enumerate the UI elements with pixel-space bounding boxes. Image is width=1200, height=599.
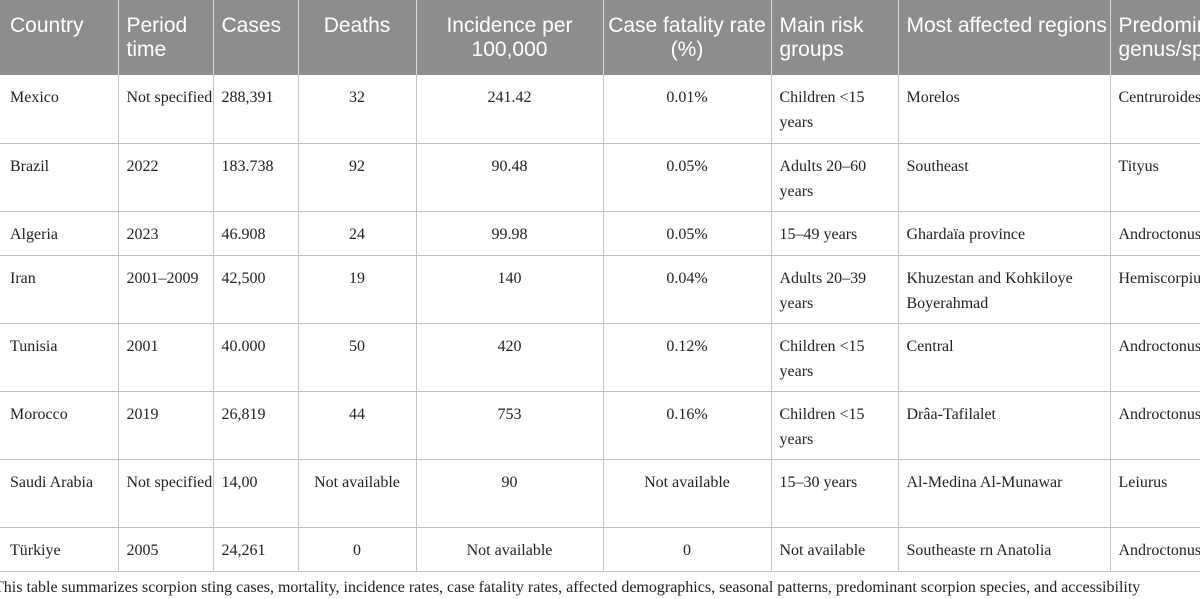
cell-fatality: 0.01% — [603, 75, 772, 144]
cell-deaths: 0 — [298, 527, 417, 572]
cell-genus: Androctonus — [1110, 527, 1200, 572]
cell-incidence: 99.98 — [416, 211, 604, 256]
table-row: Iran 2001–2009 42,500 19 140 0.04% Adult… — [0, 255, 1200, 324]
cell-genus: Androctonus — [1110, 391, 1200, 460]
table-caption: This table summarizes scorpion sting cas… — [0, 579, 1141, 596]
cell-risk-group: Children <15 years — [771, 75, 899, 144]
cell-cases: 40.000 — [213, 323, 299, 392]
cell-country: Morocco — [0, 391, 119, 460]
table-row: Saudi Arabia Not specified 14,00 Not ava… — [0, 459, 1200, 528]
cell-country: Mexico — [0, 75, 119, 144]
cell-period: Not specified — [118, 75, 214, 144]
cell-risk-group: 15–49 years — [771, 211, 899, 256]
cell-fatality: 0 — [603, 527, 772, 572]
table-row: Brazil 2022 183.738 92 90.48 0.05% Adult… — [0, 143, 1200, 212]
cell-country: Türkiye — [0, 527, 119, 572]
cell-period: Not specified — [118, 459, 214, 528]
cell-risk-group: Adults 20–39 years — [771, 255, 899, 324]
cell-genus: Tityus — [1110, 143, 1200, 212]
cell-deaths: 32 — [298, 75, 417, 144]
cell-region: Ghardaïa province — [898, 211, 1111, 256]
cell-region: Khuzestan and Kohkiloye Boyerahmad — [898, 255, 1111, 324]
cell-cases: 14,00 — [213, 459, 299, 528]
cell-period: 2022 — [118, 143, 214, 212]
cell-period: 2023 — [118, 211, 214, 256]
table-header-row: Country Period time Cases Deaths Inciden… — [0, 0, 1200, 75]
cell-period: 2005 — [118, 527, 214, 572]
cell-incidence: 753 — [416, 391, 604, 460]
cell-cases: 183.738 — [213, 143, 299, 212]
cell-region: Southeaste rn Anatolia — [898, 527, 1111, 572]
cell-cases: 288,391 — [213, 75, 299, 144]
table-row: Morocco 2019 26,819 44 753 0.16% Childre… — [0, 391, 1200, 460]
cell-deaths: 44 — [298, 391, 417, 460]
cell-risk-group: 15–30 years — [771, 459, 899, 528]
header-case-fatality-rate: Case fatality rate (%) — [603, 0, 772, 75]
cell-fatality: 0.05% — [603, 143, 772, 212]
cell-cases: 42,500 — [213, 255, 299, 324]
cell-genus: Androctonus — [1110, 323, 1200, 392]
cell-country: Iran — [0, 255, 119, 324]
header-country: Country — [0, 0, 119, 75]
cell-fatality: 0.05% — [603, 211, 772, 256]
cell-deaths: 92 — [298, 143, 417, 212]
cell-fatality: Not available — [603, 459, 772, 528]
cell-genus: Centruroides — [1110, 75, 1200, 144]
cell-region: Southeast — [898, 143, 1111, 212]
cell-country: Saudi Arabia — [0, 459, 119, 528]
header-incidence: Incidence per 100,000 — [416, 0, 604, 75]
cell-cases: 24,261 — [213, 527, 299, 572]
cell-fatality: 0.16% — [603, 391, 772, 460]
header-predominant-genus: Predominant genus/species — [1110, 0, 1200, 75]
table-row: Mexico Not specified 288,391 32 241.42 0… — [0, 75, 1200, 144]
header-deaths: Deaths — [298, 0, 417, 75]
cell-risk-group: Not available — [771, 527, 899, 572]
cell-risk-group: Children <15 years — [771, 391, 899, 460]
scorpion-sting-table: Country Period time Cases Deaths Inciden… — [0, 0, 1200, 572]
header-period-time: Period time — [118, 0, 214, 75]
cell-fatality: 0.04% — [603, 255, 772, 324]
cell-country: Algeria — [0, 211, 119, 256]
cell-deaths: Not available — [298, 459, 417, 528]
cell-period: 2019 — [118, 391, 214, 460]
cell-genus: Leiurus — [1110, 459, 1200, 528]
cell-cases: 26,819 — [213, 391, 299, 460]
cell-genus: Hemiscorpius — [1110, 255, 1200, 324]
cell-incidence: 140 — [416, 255, 604, 324]
header-most-affected-regions: Most affected regions — [898, 0, 1111, 75]
cell-incidence: 90.48 — [416, 143, 604, 212]
table-row: Algeria 2023 46.908 24 99.98 0.05% 15–49… — [0, 211, 1200, 256]
cell-risk-group: Children <15 years — [771, 323, 899, 392]
table-row: Türkiye 2005 24,261 0 Not available 0 No… — [0, 527, 1200, 572]
cell-period: 2001–2009 — [118, 255, 214, 324]
cell-country: Brazil — [0, 143, 119, 212]
cell-deaths: 24 — [298, 211, 417, 256]
cell-incidence: Not available — [416, 527, 604, 572]
cell-deaths: 19 — [298, 255, 417, 324]
cell-fatality: 0.12% — [603, 323, 772, 392]
cell-incidence: 90 — [416, 459, 604, 528]
cell-region: Al-Medina Al-Munawar — [898, 459, 1111, 528]
cell-region: Morelos — [898, 75, 1111, 144]
header-cases: Cases — [213, 0, 299, 75]
cell-risk-group: Adults 20–60 years — [771, 143, 899, 212]
cell-genus: Androctonus — [1110, 211, 1200, 256]
cell-incidence: 420 — [416, 323, 604, 392]
cell-country: Tunisia — [0, 323, 119, 392]
cell-deaths: 50 — [298, 323, 417, 392]
cell-incidence: 241.42 — [416, 75, 604, 144]
table-row: Tunisia 2001 40.000 50 420 0.12% Childre… — [0, 323, 1200, 392]
cell-cases: 46.908 — [213, 211, 299, 256]
header-main-risk-groups: Main risk groups — [771, 0, 899, 75]
cell-region: Drâa-Tafilalet — [898, 391, 1111, 460]
cell-region: Central — [898, 323, 1111, 392]
cell-period: 2001 — [118, 323, 214, 392]
